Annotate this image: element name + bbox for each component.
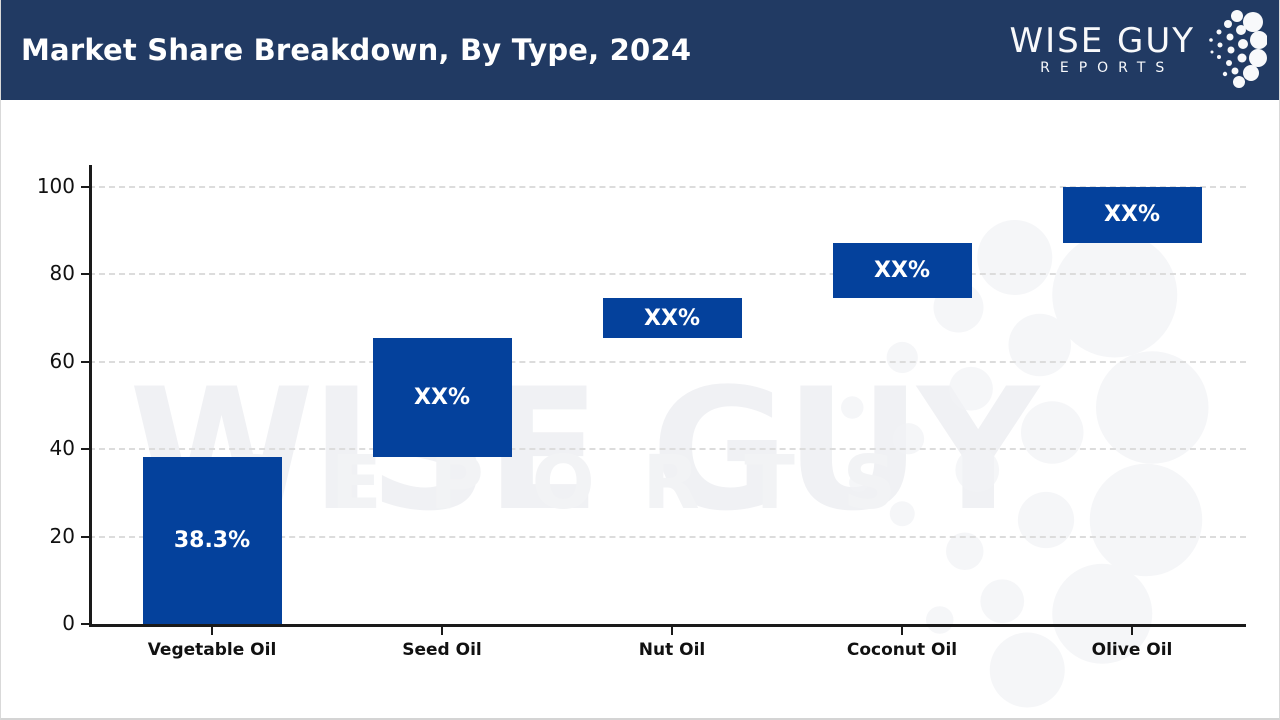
watermark-subtext: REPORTS xyxy=(226,440,945,526)
y-tick-label: 0 xyxy=(62,611,75,635)
y-axis-tick xyxy=(81,535,89,538)
bar-value-label: 38.3% xyxy=(173,527,251,553)
brand-logo-text: WISE GUY REPORTS xyxy=(1009,21,1195,76)
y-axis-tick xyxy=(81,623,89,625)
x-axis-tick xyxy=(901,627,903,635)
y-tick-label: 80 xyxy=(49,261,75,286)
bar-value-label: XX% xyxy=(874,257,930,283)
x-category-label: Coconut Oil xyxy=(846,640,958,660)
y-tick-label: 60 xyxy=(49,348,75,373)
watermark-face-icon xyxy=(841,220,1209,708)
y-tick-label: 100 xyxy=(36,174,75,198)
bar-coconut-oil: XX% xyxy=(832,242,972,298)
brand-name: WISE GUY xyxy=(1009,21,1195,62)
x-axis-tick xyxy=(441,627,443,635)
brand-logo: WISE GUY REPORTS xyxy=(1009,10,1267,90)
y-axis-tick xyxy=(81,448,89,451)
gridline-80 xyxy=(89,273,1246,276)
x-axis-tick xyxy=(671,627,673,635)
x-axis-tick xyxy=(211,627,213,635)
bar-vegetable-oil: 38.3% xyxy=(142,456,282,624)
y-axis-tick xyxy=(81,186,89,188)
y-tick-label: 20 xyxy=(49,523,75,548)
gridline-100 xyxy=(89,186,1246,188)
chart-area: WISE GUY REPORTS 0 20 40 60 80 100 38.3% Vegeta… xyxy=(1,100,1279,718)
gridline-20 xyxy=(89,535,1246,538)
y-tick-label: 40 xyxy=(49,436,75,461)
brand-face-icon xyxy=(1209,10,1267,88)
bar-nut-oil: XX% xyxy=(602,297,742,339)
bar-value-label: XX% xyxy=(1104,202,1160,228)
x-axis-tick xyxy=(1131,627,1133,635)
gridline-40 xyxy=(89,448,1246,451)
bar-value-label: XX% xyxy=(414,384,470,410)
x-category-label: Vegetable Oil xyxy=(147,640,277,660)
x-category-label: Olive Oil xyxy=(1091,640,1173,660)
x-category-label: Seed Oil xyxy=(402,640,482,660)
y-axis-line xyxy=(89,165,92,626)
x-category-label: Nut Oil xyxy=(638,640,706,660)
bar-seed-oil: XX% xyxy=(372,338,512,457)
y-axis-tick xyxy=(81,273,89,276)
bar-value-label: XX% xyxy=(644,305,700,331)
header: Market Share Breakdown, By Type, 2024 WI… xyxy=(1,0,1279,100)
gridline-60 xyxy=(89,360,1246,363)
x-axis-line xyxy=(89,624,1246,627)
brand-subtitle: REPORTS xyxy=(1040,59,1175,76)
chart-title: Market Share Breakdown, By Type, 2024 xyxy=(21,33,692,67)
y-axis-tick xyxy=(81,360,89,363)
bar-olive-oil: XX% xyxy=(1062,187,1202,243)
